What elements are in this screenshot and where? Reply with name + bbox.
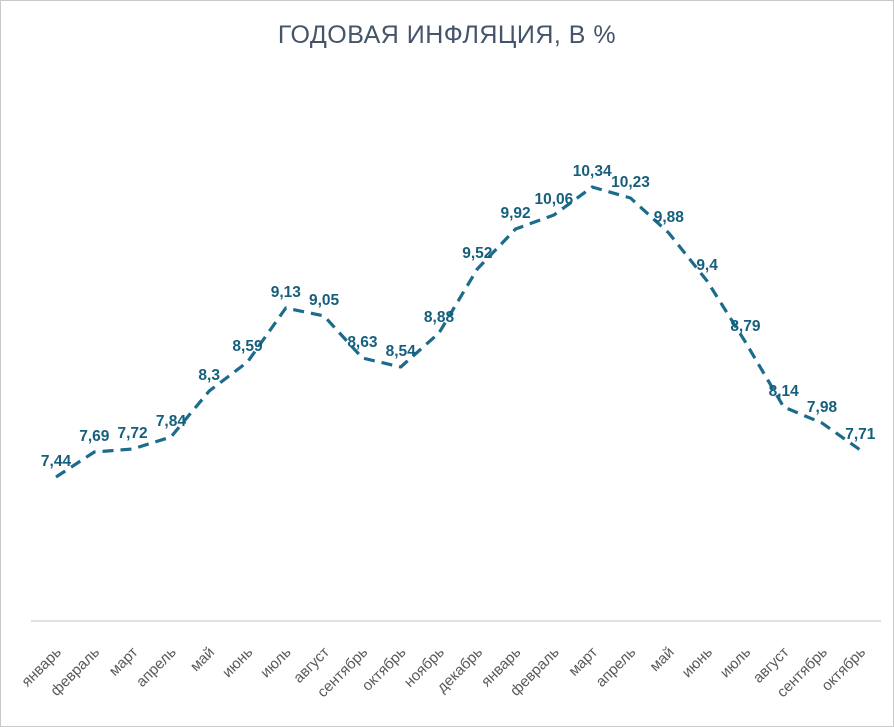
data-point-label: 10,23 [611, 174, 650, 191]
data-point-label: 10,06 [535, 191, 574, 208]
data-point-label: 9,52 [462, 245, 492, 262]
data-point-label: 8,88 [424, 309, 455, 326]
data-point-label: 8,63 [347, 334, 378, 351]
x-axis-label: май [187, 644, 218, 675]
x-axis-label: апрель [593, 644, 640, 691]
data-point-label: 7,44 [41, 453, 72, 470]
data-point-label: 9,4 [696, 257, 718, 274]
data-point-label: 7,69 [79, 428, 110, 445]
data-point-label: 8,59 [232, 338, 263, 355]
x-axis-label: июнь [219, 644, 256, 681]
x-axis-label: июль [717, 644, 755, 682]
data-point-label: 8,14 [769, 383, 800, 400]
chart-title: ГОДОВАЯ ИНФЛЯЦИЯ, В % [277, 21, 617, 49]
data-point-label: 9,92 [501, 205, 531, 222]
data-point-label: 8,3 [198, 367, 220, 384]
x-axis-label: июль [257, 644, 295, 682]
data-point-label: 7,71 [845, 426, 876, 443]
x-axis-label: апрель [133, 644, 180, 691]
x-axis-label: июнь [679, 644, 716, 681]
data-point-label: 9,88 [654, 209, 685, 226]
data-point-label: 9,05 [309, 292, 340, 309]
data-point-label: 9,13 [271, 284, 302, 301]
data-point-label: 7,84 [156, 413, 187, 430]
data-point-label: 7,98 [807, 399, 838, 416]
data-point-label: 8,79 [730, 318, 761, 335]
x-axis-label: май [646, 644, 677, 675]
data-point-label: 8,54 [386, 343, 417, 360]
data-point-label: 7,72 [118, 425, 148, 442]
data-point-label: 10,34 [573, 163, 612, 180]
series-line [55, 185, 862, 479]
